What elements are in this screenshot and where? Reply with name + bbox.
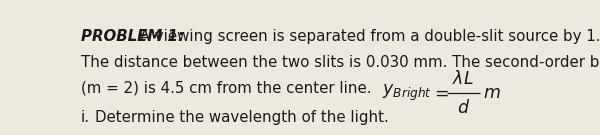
- Text: The distance between the two slits is 0.030 mm. The second-order bright fringe: The distance between the two slits is 0.…: [80, 55, 600, 70]
- Text: PROBLEM 1:: PROBLEM 1:: [80, 29, 184, 44]
- Text: $\lambda L$: $\lambda L$: [452, 70, 474, 88]
- Text: $m$: $m$: [483, 84, 501, 102]
- Text: $=$: $=$: [431, 84, 449, 102]
- Text: $y_{Bright}$: $y_{Bright}$: [382, 83, 432, 103]
- Text: Determine the wavelength of the light.: Determine the wavelength of the light.: [95, 110, 388, 125]
- Text: $d$: $d$: [457, 99, 470, 117]
- Text: (m = 2) is 4.5 cm from the center line.: (m = 2) is 4.5 cm from the center line.: [80, 81, 371, 96]
- Text: A viewing screen is separated from a double-slit source by 1.2 m.: A viewing screen is separated from a dou…: [136, 29, 600, 44]
- Text: i.: i.: [80, 110, 89, 125]
